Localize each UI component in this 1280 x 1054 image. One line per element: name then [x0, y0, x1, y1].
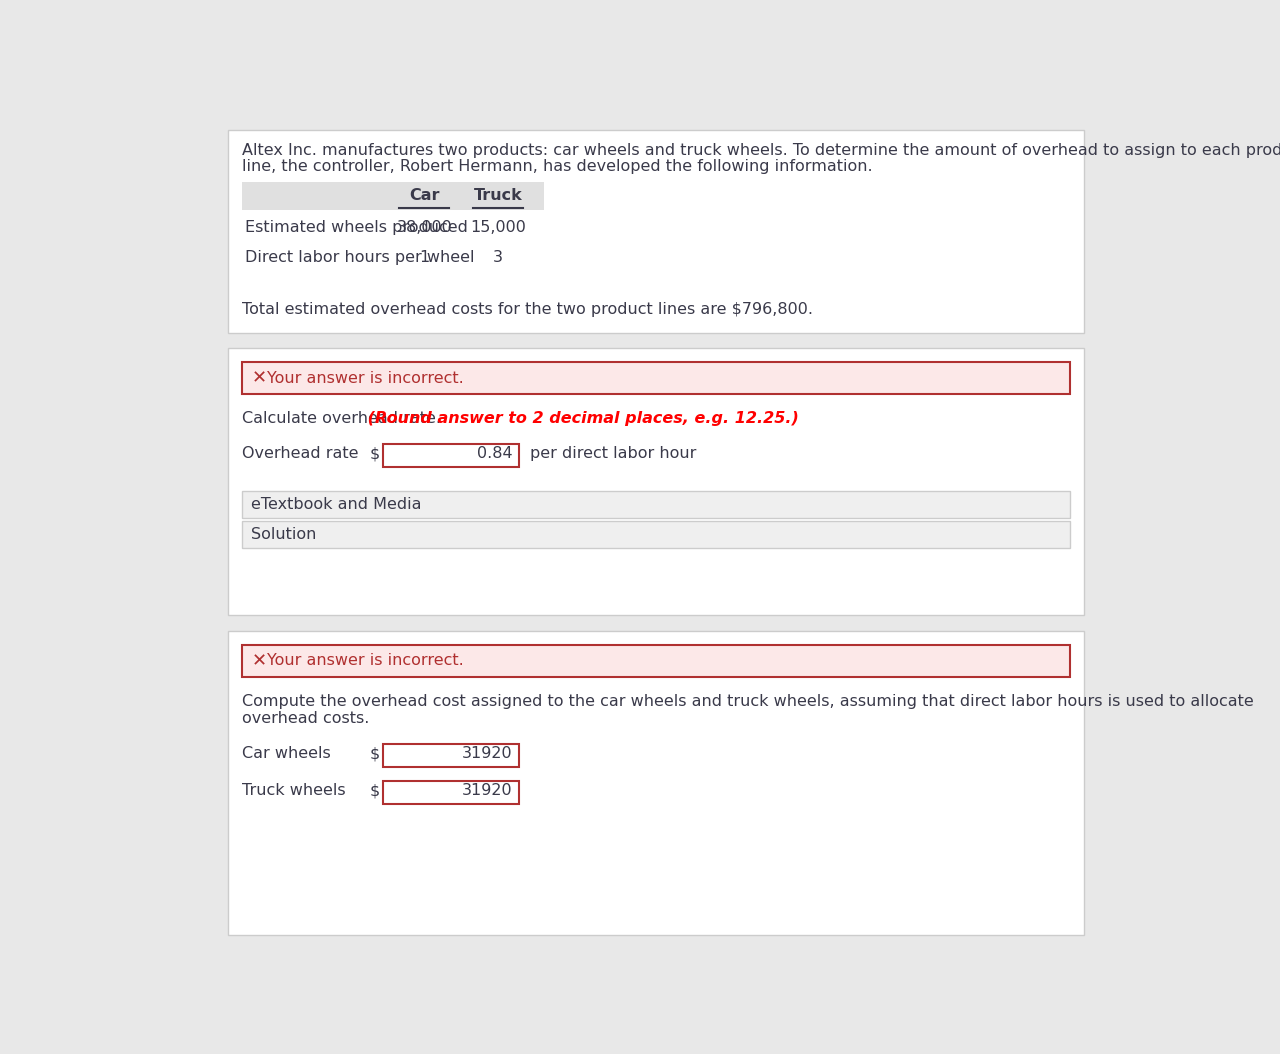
Text: 15,000: 15,000: [470, 220, 526, 235]
Text: ✕: ✕: [251, 651, 266, 670]
Bar: [383, 444, 518, 467]
Text: line, the controller, Robert Hermann, has developed the following information.: line, the controller, Robert Hermann, ha…: [242, 159, 873, 174]
Text: per direct labor hour: per direct labor hour: [530, 446, 696, 461]
Text: Calculate overhead rate.: Calculate overhead rate.: [242, 411, 442, 427]
Bar: [242, 363, 1070, 394]
Text: $: $: [369, 783, 379, 798]
Text: Total estimated overhead costs for the two product lines are $796,800.: Total estimated overhead costs for the t…: [242, 302, 813, 317]
Bar: [242, 521, 1070, 548]
Text: Direct labor hours per wheel: Direct labor hours per wheel: [246, 250, 475, 265]
Text: 1: 1: [419, 250, 429, 265]
Text: $: $: [369, 446, 379, 461]
Text: Car: Car: [410, 188, 439, 203]
Text: Truck wheels: Truck wheels: [242, 783, 346, 798]
Text: Compute the overhead cost assigned to the car wheels and truck wheels, assuming : Compute the overhead cost assigned to th…: [242, 694, 1254, 709]
Bar: [383, 781, 518, 804]
Bar: [228, 631, 1084, 935]
Text: Your answer is incorrect.: Your answer is incorrect.: [268, 371, 463, 386]
Bar: [383, 744, 518, 767]
Text: 31920: 31920: [462, 746, 512, 761]
Bar: [242, 182, 544, 210]
Bar: [242, 645, 1070, 677]
Text: ✕: ✕: [251, 369, 266, 387]
Text: Truck: Truck: [474, 188, 522, 203]
Bar: [242, 491, 1070, 518]
Text: 31920: 31920: [462, 783, 512, 798]
Bar: [228, 131, 1084, 333]
Text: (Round answer to 2 decimal places, e.g. 12.25.): (Round answer to 2 decimal places, e.g. …: [362, 411, 799, 427]
Text: Altex Inc. manufactures two products: car wheels and truck wheels. To determine : Altex Inc. manufactures two products: ca…: [242, 142, 1280, 158]
Text: Overhead rate: Overhead rate: [242, 446, 358, 461]
Text: $: $: [369, 746, 379, 761]
Text: Car wheels: Car wheels: [242, 746, 332, 761]
Text: 0.84: 0.84: [477, 446, 512, 461]
Text: Estimated wheels produced: Estimated wheels produced: [246, 220, 468, 235]
Text: overhead costs.: overhead costs.: [242, 710, 370, 726]
Text: 3: 3: [493, 250, 503, 265]
Text: 38,000: 38,000: [397, 220, 452, 235]
Bar: [228, 348, 1084, 616]
Text: eTextbook and Media: eTextbook and Media: [251, 496, 422, 511]
Text: Solution: Solution: [251, 527, 317, 542]
Text: Your answer is incorrect.: Your answer is incorrect.: [268, 653, 463, 668]
